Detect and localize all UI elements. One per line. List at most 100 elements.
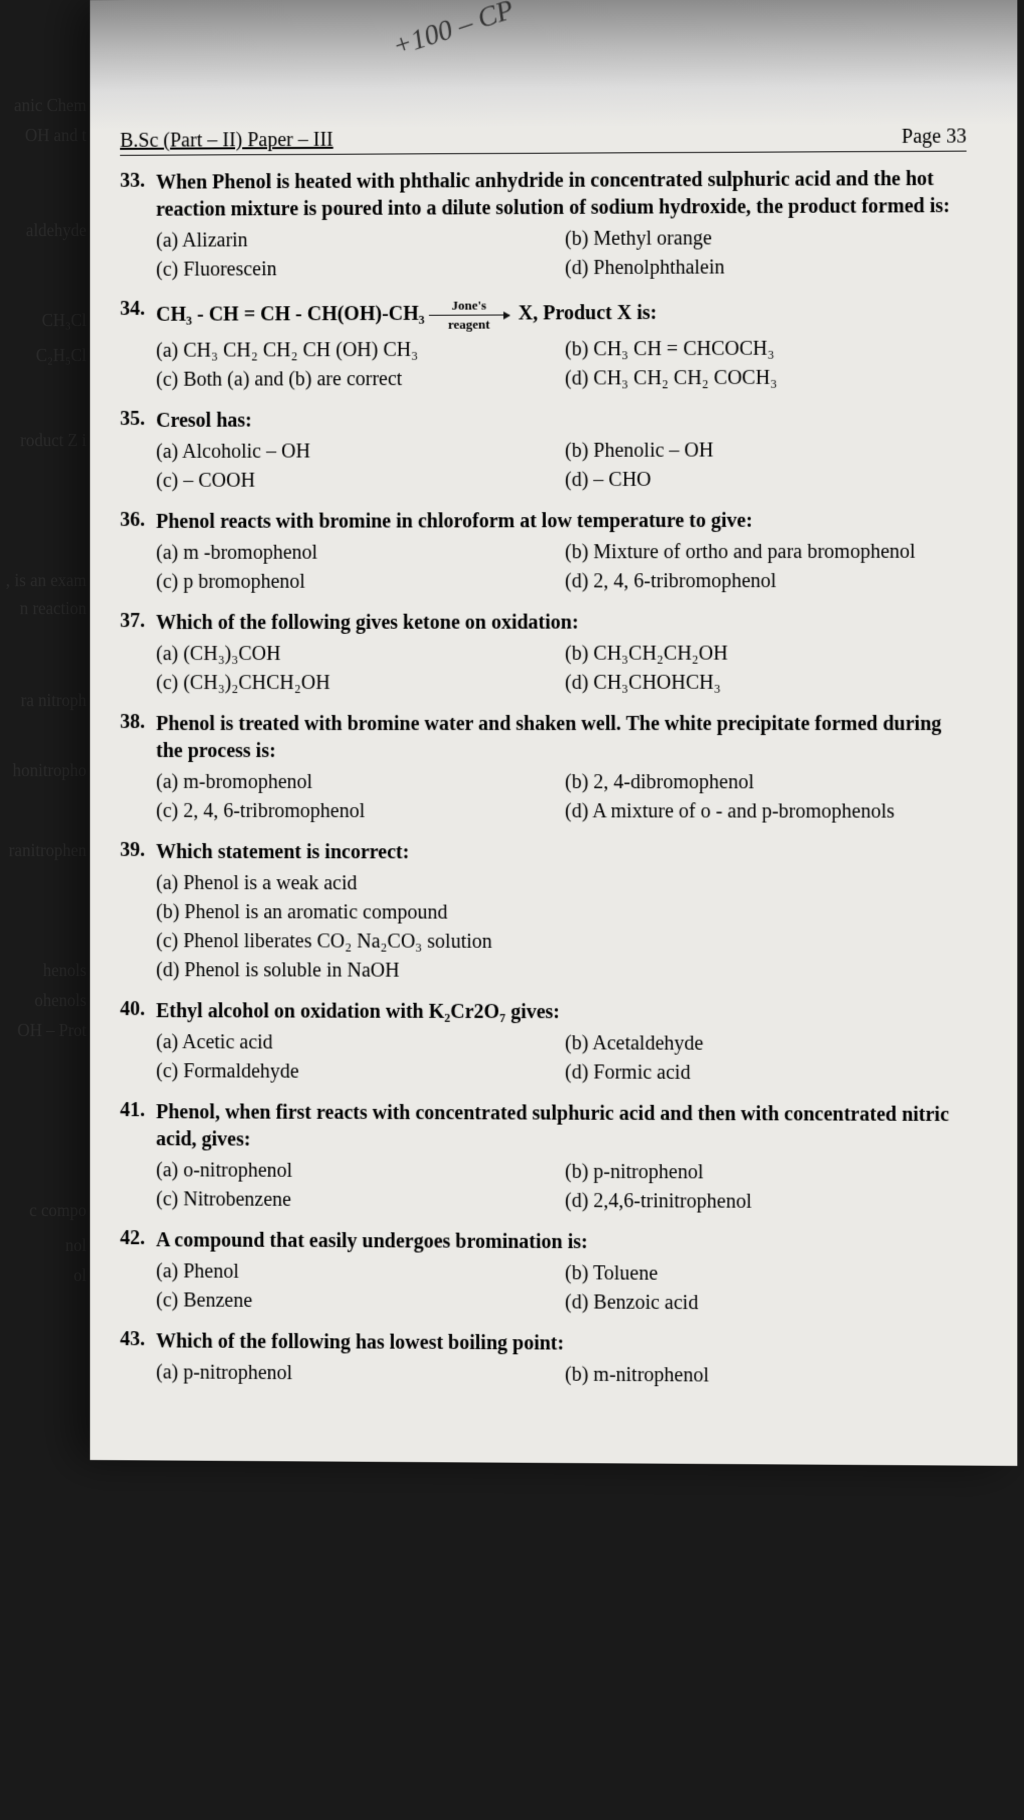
question-number: 39. xyxy=(120,839,156,984)
option: (d) Benzoic acid xyxy=(565,1289,967,1318)
option: (c) 2, 4, 6-tribromophenol xyxy=(156,798,555,825)
option: (d) Phenol is soluble in NaOH xyxy=(156,957,966,986)
question-reaction: CH₃ - CH = CH - CH(OH)-CH₃Jone'sreagent … xyxy=(156,295,966,334)
option: (c) (CH₃)₂CHCH₂OH xyxy=(156,670,555,697)
left-page-fragment: nol xyxy=(6,1235,90,1257)
option: (c) Both (a) and (b) are correct xyxy=(156,366,555,394)
question-body: Which of the following gives ketone on o… xyxy=(156,609,966,697)
question-number: 37. xyxy=(120,610,156,697)
option: (a) (CH₃)₃COH xyxy=(156,641,555,668)
question-text: Phenol, when first reacts with concentra… xyxy=(156,1099,966,1156)
reagent-bottom: reagent xyxy=(429,315,510,333)
option-list: (a) Phenol(b) Toluene(c) Benzene(d) Benz… xyxy=(156,1258,966,1318)
question: 40.Ethyl alcohol on oxidation with K₂Cr2… xyxy=(120,998,967,1088)
option: (b) m-nitrophenol xyxy=(565,1362,967,1391)
option: (c) Phenol liberates CO₂ Na₂CO₃ solution xyxy=(156,928,966,957)
question: 35.Cresol has:(a) Alcoholic – OH(b) Phen… xyxy=(120,406,967,495)
question: 43.Which of the following has lowest boi… xyxy=(120,1328,967,1391)
question-body: Which of the following has lowest boilin… xyxy=(156,1328,966,1391)
question-text: A compound that easily undergoes bromina… xyxy=(156,1227,966,1258)
page-header: B.Sc (Part – II) Paper – III Page 33 xyxy=(120,125,967,155)
option-list: (a) Phenol is a weak acid(b) Phenol is a… xyxy=(156,870,966,986)
question-number: 42. xyxy=(120,1227,156,1314)
question-text: When Phenol is heated with phthalic anhy… xyxy=(156,166,966,224)
question-body: Which statement is incorrect: (a) Phenol … xyxy=(156,839,966,986)
option: (c) – COOH xyxy=(156,467,555,495)
option: (d) CH₃ CH₂ CH₂ COCH₃ xyxy=(565,364,967,392)
option: (c) Fluorescein xyxy=(156,255,555,284)
question-number: 33. xyxy=(120,170,156,284)
option: (d) Formic acid xyxy=(565,1059,967,1087)
option: (d) A mixture of o - and p-bromophenols xyxy=(565,798,967,825)
question: 33.When Phenol is heated with phthalic a… xyxy=(120,166,967,284)
question: 34.CH₃ - CH = CH - CH(OH)-CH₃Jone'sreage… xyxy=(120,295,967,394)
option: (c) Formaldehyde xyxy=(156,1058,555,1086)
question-body: CH₃ - CH = CH - CH(OH)-CH₃Jone'sreagent … xyxy=(156,295,966,394)
question-body: Phenol reacts with bromine in chloroform… xyxy=(156,507,966,596)
left-page-fragment: c compo xyxy=(6,1200,90,1222)
question-text: Which of the following gives ketone on o… xyxy=(156,609,966,637)
question-number: 40. xyxy=(120,998,156,1085)
option: (b) CH₃ CH = CHCOCH₃ xyxy=(565,335,967,363)
question-number: 41. xyxy=(120,1099,156,1213)
left-page-fragment: roduct Z i xyxy=(6,430,90,452)
document-page: +100 – CP B.Sc (Part – II) Paper – III P… xyxy=(90,0,1017,1466)
option: (b) Methyl orange xyxy=(565,224,967,253)
left-page-fragment: n reaction xyxy=(6,598,90,620)
option: (b) Phenolic – OH xyxy=(565,437,967,465)
option-list: (a) CH₃ CH₂ CH₂ CH (OH) CH₃ (b) CH₃ CH = … xyxy=(156,335,966,394)
page-top-shadow xyxy=(90,0,1017,130)
option-list: (a) m -bromophenol (b) Mixture of ortho a… xyxy=(156,539,966,596)
option-list: (a) o-nitrophenol(b) p-nitrophenol(c) Ni… xyxy=(156,1157,966,1216)
question-body: When Phenol is heated with phthalic anhy… xyxy=(156,166,966,284)
option: (a) Phenol is a weak acid xyxy=(156,870,966,898)
left-page-fragment: ohenols xyxy=(6,990,90,1012)
option: (c) Benzene xyxy=(156,1287,555,1316)
option: (c) p bromophenol xyxy=(156,568,555,596)
question: 36.Phenol reacts with bromine in chlorof… xyxy=(120,507,967,596)
question: 37.Which of the following gives ketone o… xyxy=(120,609,967,697)
question-text: Which statement is incorrect: xyxy=(156,839,966,867)
option-list: (a) p-nitrophenol(b) m-nitrophenol xyxy=(156,1359,966,1391)
option: (a) m -bromophenol xyxy=(156,539,555,567)
option: (a) CH₃ CH₂ CH₂ CH (OH) CH₃ xyxy=(156,337,555,365)
left-page-fragment: , is an exam xyxy=(6,570,90,592)
left-page-fragment: aldehyde xyxy=(6,220,90,242)
question-number: 34. xyxy=(120,298,156,394)
left-page-fragment: ra nitroph xyxy=(6,690,90,712)
option: (b) p-nitrophenol xyxy=(565,1159,967,1188)
option: (a) Alcoholic – OH xyxy=(156,438,555,466)
question-body: Phenol is treated with bromine water and… xyxy=(156,711,966,826)
left-page-fragment: OH and t xyxy=(6,125,90,147)
option: (b) CH₃CH₂CH₂OH xyxy=(565,640,967,667)
left-page-fragment: CH₃Cl xyxy=(6,310,90,332)
option: (a) Acetic acid xyxy=(156,1029,555,1057)
question-body: Phenol, when first reacts with concentra… xyxy=(156,1099,966,1216)
option: (b) Acetaldehyde xyxy=(565,1030,967,1058)
left-page-fragment: henols xyxy=(6,960,90,982)
question-body: A compound that easily undergoes bromina… xyxy=(156,1227,966,1318)
question-text: Phenol reacts with bromine in chloroform… xyxy=(156,507,966,536)
question: 41.Phenol, when first reacts with concen… xyxy=(120,1099,967,1217)
question-number: 35. xyxy=(120,408,156,495)
question-text: Which of the following has lowest boilin… xyxy=(156,1328,966,1359)
reaction-arrow: Jone'sreagent xyxy=(429,296,510,333)
option: (a) m-bromophenol xyxy=(156,769,555,796)
option: (d) 2,4,6-trinitrophenol xyxy=(565,1188,967,1217)
option: (c) Nitrobenzene xyxy=(156,1186,555,1215)
question: 42.A compound that easily undergoes brom… xyxy=(120,1227,967,1318)
question-body: Cresol has:(a) Alcoholic – OH(b) Phenoli… xyxy=(156,406,966,495)
option: (b) Mixture of ortho and para bromopheno… xyxy=(565,539,967,567)
option: (a) Phenol xyxy=(156,1258,555,1287)
option-list: (a) m-bromophenol(b) 2, 4-dibromophenol(… xyxy=(156,769,966,826)
option: (d) – CHO xyxy=(565,466,967,494)
book-title: B.Sc (Part – II) Paper – III xyxy=(120,129,333,153)
left-page-fragment: C₂H₅Cl xyxy=(6,345,90,367)
question-number: 43. xyxy=(120,1328,156,1386)
page-number: Page 33 xyxy=(902,125,967,149)
left-page-fragment: ol xyxy=(6,1265,90,1287)
left-page-fragment: ranitrophen xyxy=(6,840,90,862)
option-list: (a) Acetic acid (b) Acetaldehyde (c) Forma… xyxy=(156,1029,966,1088)
question-list: 33.When Phenol is heated with phthalic a… xyxy=(120,166,967,1391)
left-page-fragment: anic Chem xyxy=(6,95,90,117)
